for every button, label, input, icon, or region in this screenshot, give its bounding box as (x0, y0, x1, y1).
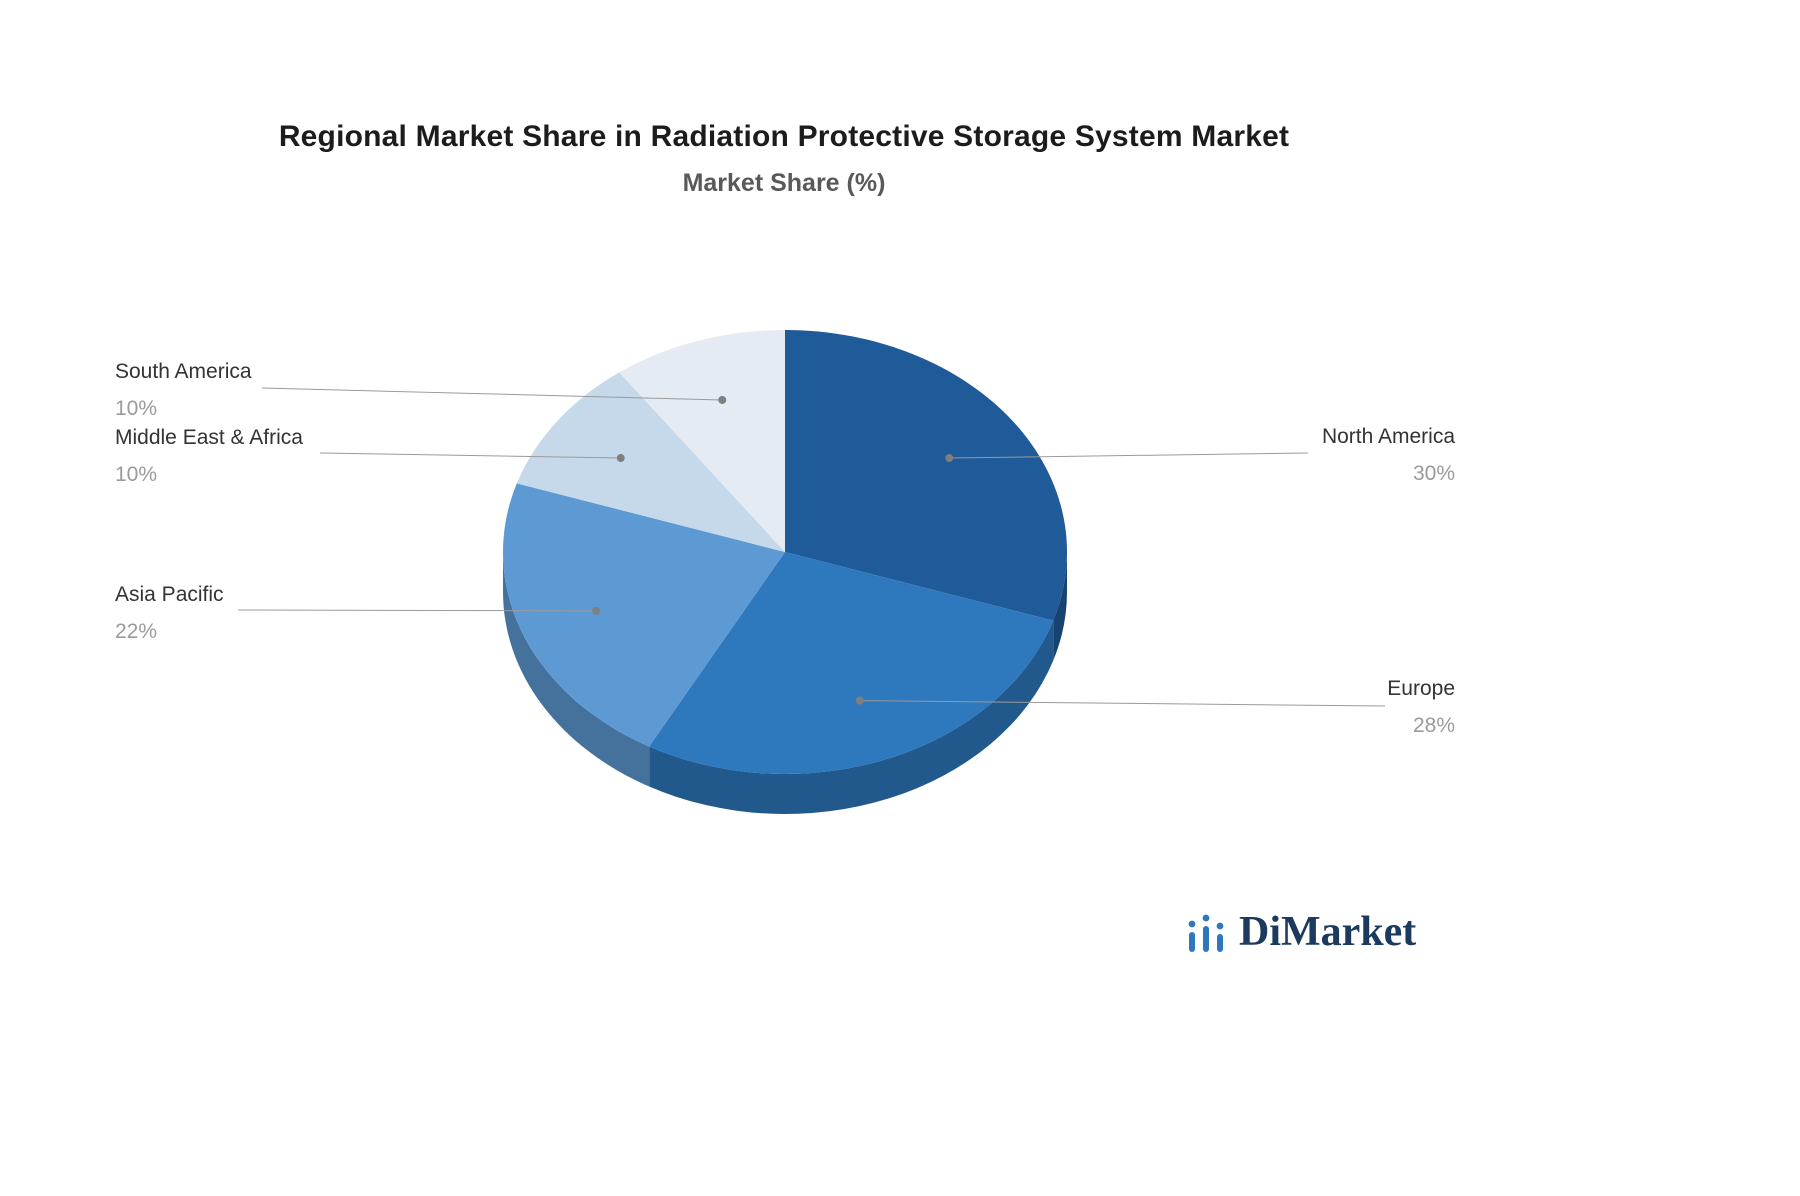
callout-label-middle-east-africa: Middle East & Africa 10% (115, 427, 303, 486)
callout-label-south-america: South America 10% (115, 361, 252, 420)
slice-value: 10% (115, 463, 158, 486)
chart-subtitle: Market Share (%) (682, 169, 886, 197)
chart-title: Regional Market Share in Radiation Prote… (278, 120, 1290, 153)
slice-label: Europe (1387, 677, 1455, 700)
slice-label: South America (115, 360, 252, 383)
callout-label-asia-pacific: Asia Pacific 22% (115, 584, 224, 643)
slice-value: 22% (115, 620, 158, 643)
slice-label: Asia Pacific (115, 583, 224, 606)
slice-value: 10% (115, 397, 158, 420)
callout-label-north-america: North America 30% (1322, 426, 1455, 485)
callout-label-europe: Europe 28% (1387, 678, 1455, 737)
bar-chart-icon (1188, 914, 1224, 952)
slice-label: North America (1321, 425, 1455, 448)
brand-logo-text: DiMarket (1239, 909, 1417, 955)
slice-value: 30% (1412, 462, 1455, 485)
slice-label: Middle East & Africa (115, 426, 303, 449)
brand-logo: DiMarket (1183, 908, 1416, 956)
slice-value: 28% (1412, 714, 1455, 737)
